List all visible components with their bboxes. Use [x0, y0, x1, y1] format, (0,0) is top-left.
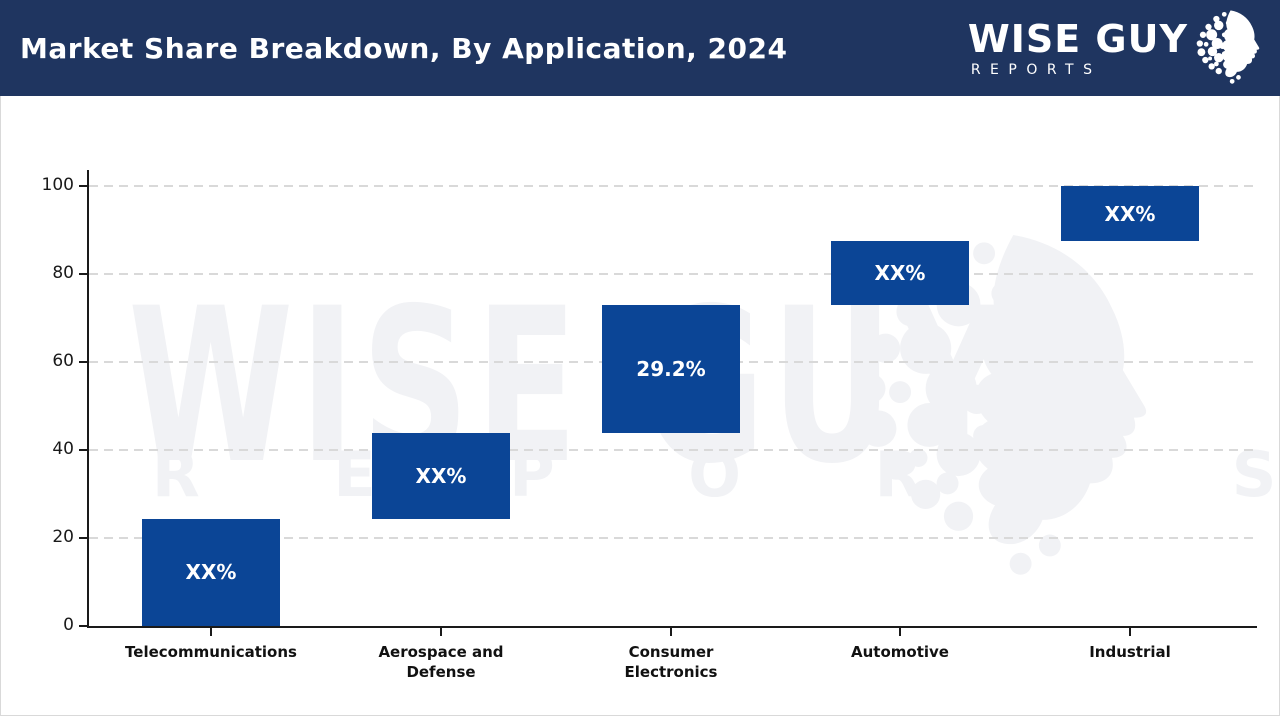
- y-tick-mark: [79, 449, 87, 451]
- x-category-label: Consumer Electronics: [624, 643, 718, 681]
- y-tick-mark: [79, 273, 87, 275]
- y-gridline: [89, 537, 1257, 539]
- y-tick-mark: [79, 361, 87, 363]
- x-category-label: Industrial: [1089, 643, 1171, 661]
- x-axis-line: [87, 626, 1257, 628]
- x-tick-mark: [1129, 628, 1131, 636]
- brand-subname: REPORTS: [970, 62, 1102, 78]
- y-tick-label: 0: [63, 615, 74, 635]
- bar-segment: 29.2%: [602, 304, 740, 434]
- watermark-dotted-head: [856, 235, 1147, 575]
- y-gridline: [89, 273, 1257, 275]
- bar-value-label: 29.2%: [636, 357, 706, 382]
- y-tick-mark: [79, 537, 87, 539]
- x-category-label: Automotive: [851, 643, 949, 661]
- chart-canvas: WISE GUY R E P O R T S 0 20 40 60 80 100 XX% Te…: [0, 96, 1280, 720]
- y-tick-mark: [79, 185, 87, 187]
- bar-segment: XX%: [1061, 186, 1199, 241]
- brand-name: WISE GUY: [967, 17, 1188, 61]
- x-tick-mark: [899, 628, 901, 636]
- x-category-label: Aerospace and Defense: [378, 643, 504, 681]
- y-tick-label: 40: [52, 439, 74, 459]
- y-axis-line: [87, 170, 89, 628]
- y-tick-label: 60: [52, 351, 74, 371]
- y-gridline: [89, 185, 1257, 187]
- x-tick-mark: [670, 628, 672, 636]
- dotted-head-icon: [1196, 10, 1260, 84]
- x-tick-mark: [440, 628, 442, 636]
- x-category-label: Telecommunications: [125, 643, 297, 661]
- bar-segment: XX%: [831, 241, 969, 305]
- bar-segment: XX%: [372, 433, 510, 519]
- header-band: Market Share Breakdown, By Application, …: [0, 0, 1280, 96]
- bar-value-label: XX%: [874, 260, 926, 285]
- brand-logo: WISE GUY REPORTS: [968, 8, 1266, 90]
- bar-segment: XX%: [142, 518, 280, 626]
- bar-value-label: XX%: [185, 560, 237, 585]
- page-title: Market Share Breakdown, By Application, …: [20, 31, 788, 65]
- y-tick-label: 80: [52, 263, 74, 283]
- bar-value-label: XX%: [1104, 201, 1156, 226]
- bar-value-label: XX%: [415, 463, 467, 488]
- y-gridline: [89, 449, 1257, 451]
- brand-logo-text: WISE GUY REPORTS: [968, 20, 1188, 78]
- y-tick-label: 100: [41, 175, 74, 195]
- x-tick-mark: [210, 628, 212, 636]
- y-tick-label: 20: [52, 527, 74, 547]
- y-tick-mark: [79, 625, 87, 627]
